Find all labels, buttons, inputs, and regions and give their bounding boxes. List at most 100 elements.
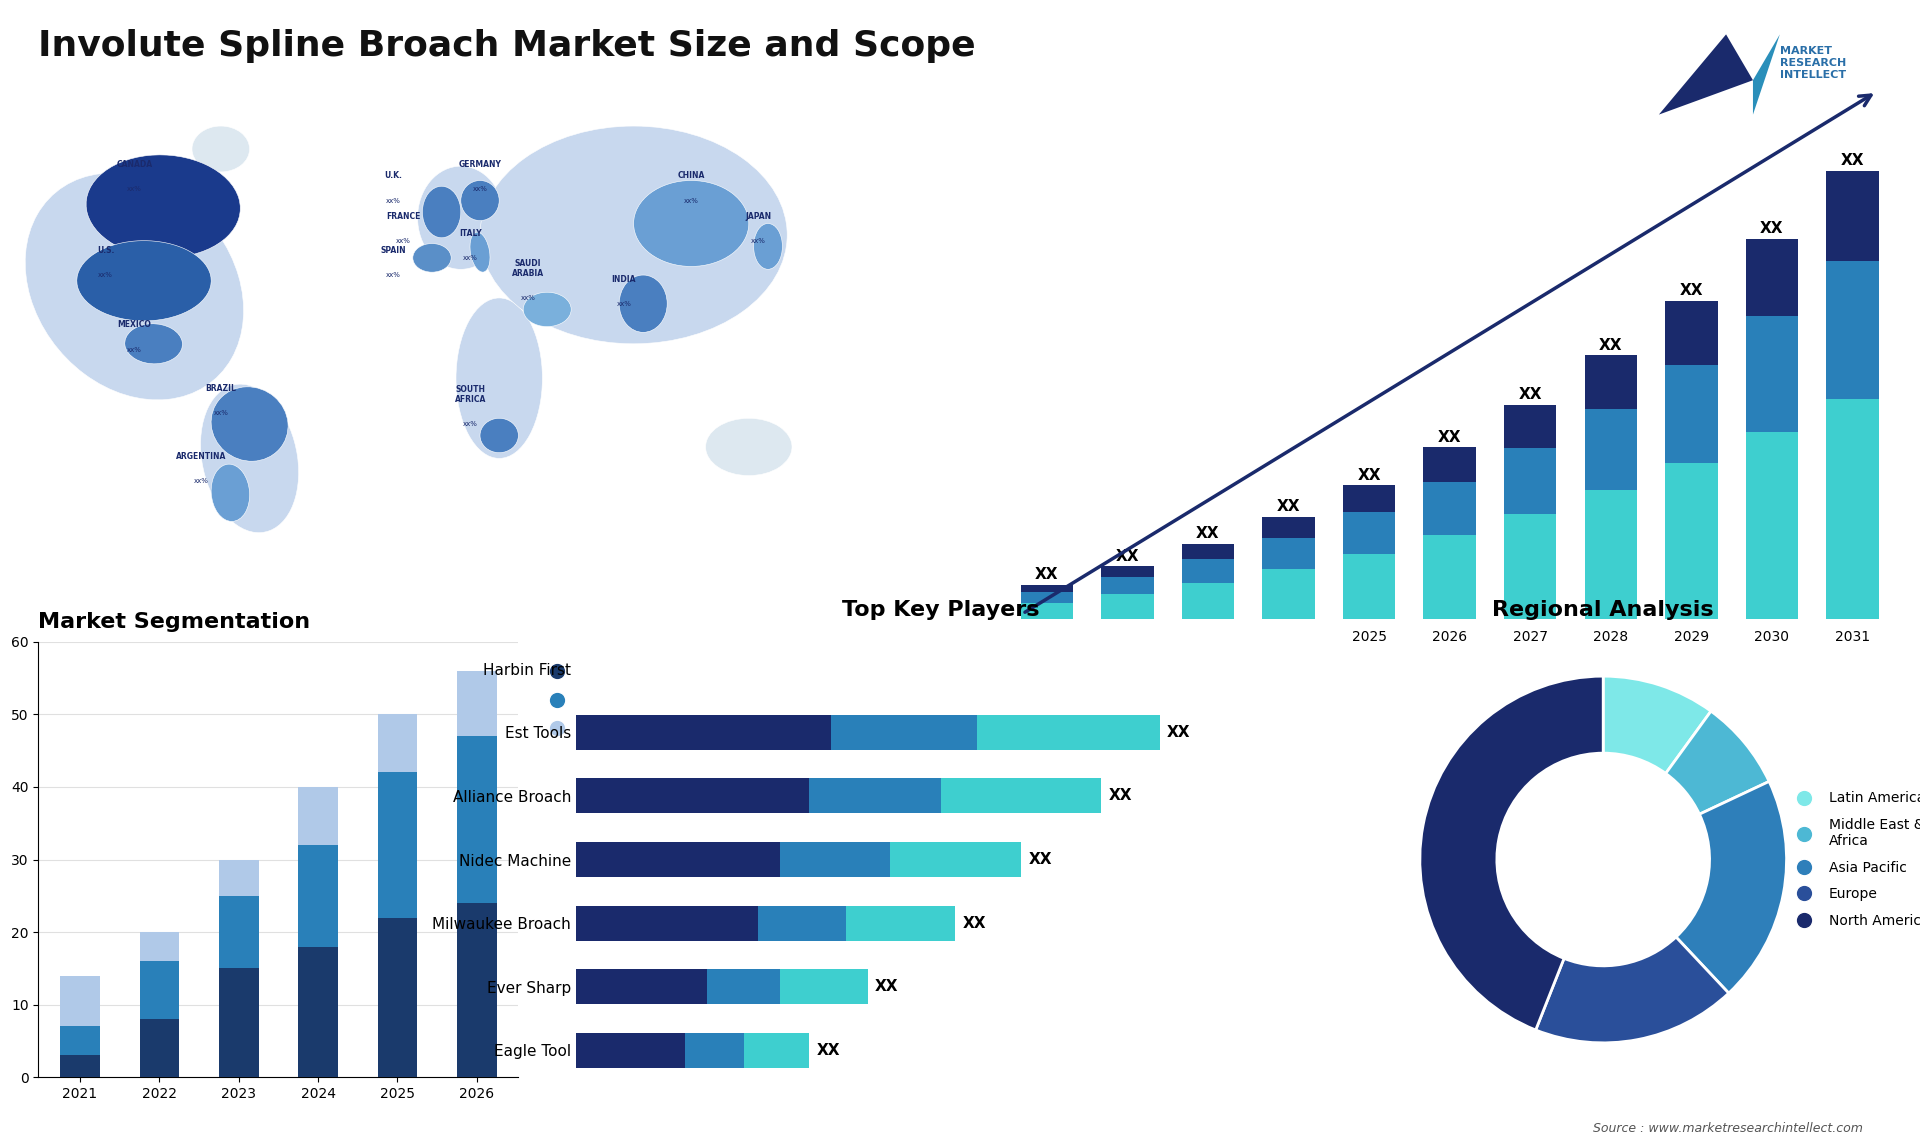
Ellipse shape: [211, 464, 250, 521]
Wedge shape: [1536, 937, 1728, 1043]
Bar: [1342, 485, 1396, 512]
Bar: [378, 772, 417, 918]
Bar: [1181, 559, 1235, 582]
Text: SOUTH
AFRICA: SOUTH AFRICA: [455, 385, 486, 405]
Bar: [576, 1033, 685, 1068]
Ellipse shape: [480, 126, 787, 344]
Text: xx%: xx%: [616, 301, 632, 307]
Text: ARGENTINA: ARGENTINA: [177, 453, 227, 461]
Bar: [977, 715, 1160, 749]
Text: xx%: xx%: [386, 198, 401, 204]
Bar: [1261, 570, 1315, 619]
Bar: [60, 1027, 100, 1055]
Wedge shape: [1667, 712, 1768, 814]
Bar: [1503, 448, 1557, 515]
Bar: [1584, 409, 1638, 489]
Text: xx%: xx%: [127, 187, 142, 193]
Ellipse shape: [461, 181, 499, 220]
Bar: [1342, 512, 1396, 554]
Bar: [1745, 238, 1797, 315]
Text: XX: XX: [1277, 500, 1300, 515]
Bar: [941, 778, 1102, 814]
Text: XX: XX: [1108, 788, 1133, 803]
Bar: [685, 1033, 743, 1068]
Bar: [743, 1033, 810, 1068]
Text: XX: XX: [1116, 549, 1139, 564]
Bar: [1423, 481, 1476, 535]
Bar: [889, 842, 1021, 877]
Text: 2027: 2027: [1513, 629, 1548, 644]
Bar: [576, 970, 707, 1004]
Text: XX: XX: [876, 979, 899, 995]
Bar: [298, 845, 338, 947]
Bar: [1584, 355, 1638, 409]
Bar: [140, 1019, 179, 1077]
Bar: [707, 970, 780, 1004]
Ellipse shape: [200, 384, 300, 533]
Text: INDIA: INDIA: [612, 275, 636, 283]
Bar: [298, 947, 338, 1077]
Bar: [1181, 544, 1235, 559]
Text: 2029: 2029: [1674, 629, 1709, 644]
Bar: [1826, 171, 1878, 261]
Text: 2023: 2023: [1190, 629, 1225, 644]
Bar: [1423, 447, 1476, 481]
Bar: [140, 961, 179, 1019]
Bar: [1181, 582, 1235, 619]
Text: XX: XX: [1761, 221, 1784, 236]
Ellipse shape: [192, 126, 250, 172]
Text: XX: XX: [1196, 526, 1219, 541]
Wedge shape: [1603, 676, 1711, 774]
Text: FRANCE: FRANCE: [386, 212, 420, 221]
Text: 2024: 2024: [1271, 629, 1306, 644]
Bar: [1665, 366, 1718, 463]
Text: Market Segmentation: Market Segmentation: [38, 612, 311, 631]
Text: XX: XX: [1029, 851, 1052, 868]
Text: MEXICO: MEXICO: [117, 321, 152, 330]
Bar: [576, 905, 758, 941]
Ellipse shape: [707, 418, 793, 476]
Text: XX: XX: [1167, 724, 1190, 740]
Wedge shape: [1421, 676, 1603, 1030]
Ellipse shape: [86, 155, 240, 258]
Bar: [1423, 535, 1476, 619]
Text: xx%: xx%: [386, 273, 401, 278]
Legend: Latin America, Middle East &
Africa, Asia Pacific, Europe, North America: Latin America, Middle East & Africa, Asi…: [1784, 786, 1920, 933]
Text: CANADA: CANADA: [117, 160, 152, 170]
Bar: [576, 778, 810, 814]
Text: 2021: 2021: [1029, 629, 1064, 644]
Text: U.S.: U.S.: [96, 246, 115, 256]
Bar: [1021, 591, 1073, 603]
Bar: [1261, 517, 1315, 537]
Text: xx%: xx%: [684, 198, 699, 204]
Ellipse shape: [413, 244, 451, 273]
Text: 2030: 2030: [1755, 629, 1789, 644]
Text: GERMANY: GERMANY: [459, 160, 501, 170]
Text: xx%: xx%: [463, 422, 478, 427]
Text: xx%: xx%: [127, 347, 142, 353]
Text: XX: XX: [1841, 154, 1864, 168]
Text: XX: XX: [1680, 283, 1703, 298]
Bar: [1503, 405, 1557, 448]
Text: 2028: 2028: [1594, 629, 1628, 644]
Ellipse shape: [522, 292, 572, 327]
Text: 2031: 2031: [1836, 629, 1870, 644]
Text: XX: XX: [1357, 468, 1380, 482]
Bar: [1826, 261, 1878, 399]
Text: CHINA: CHINA: [678, 172, 705, 181]
Polygon shape: [1659, 34, 1753, 115]
Text: JAPAN: JAPAN: [745, 212, 772, 221]
Text: XX: XX: [1599, 338, 1622, 353]
Bar: [1665, 301, 1718, 366]
Wedge shape: [1676, 782, 1786, 994]
Text: xx%: xx%: [213, 410, 228, 416]
Ellipse shape: [457, 298, 543, 458]
Text: XX: XX: [816, 1043, 841, 1058]
Text: XX: XX: [1035, 567, 1058, 582]
Ellipse shape: [422, 187, 461, 238]
Bar: [1826, 399, 1878, 619]
Legend: Type, Application, Geography: Type, Application, Geography: [536, 658, 676, 743]
Text: BRAZIL: BRAZIL: [205, 384, 236, 393]
Bar: [298, 787, 338, 845]
Ellipse shape: [211, 387, 288, 461]
